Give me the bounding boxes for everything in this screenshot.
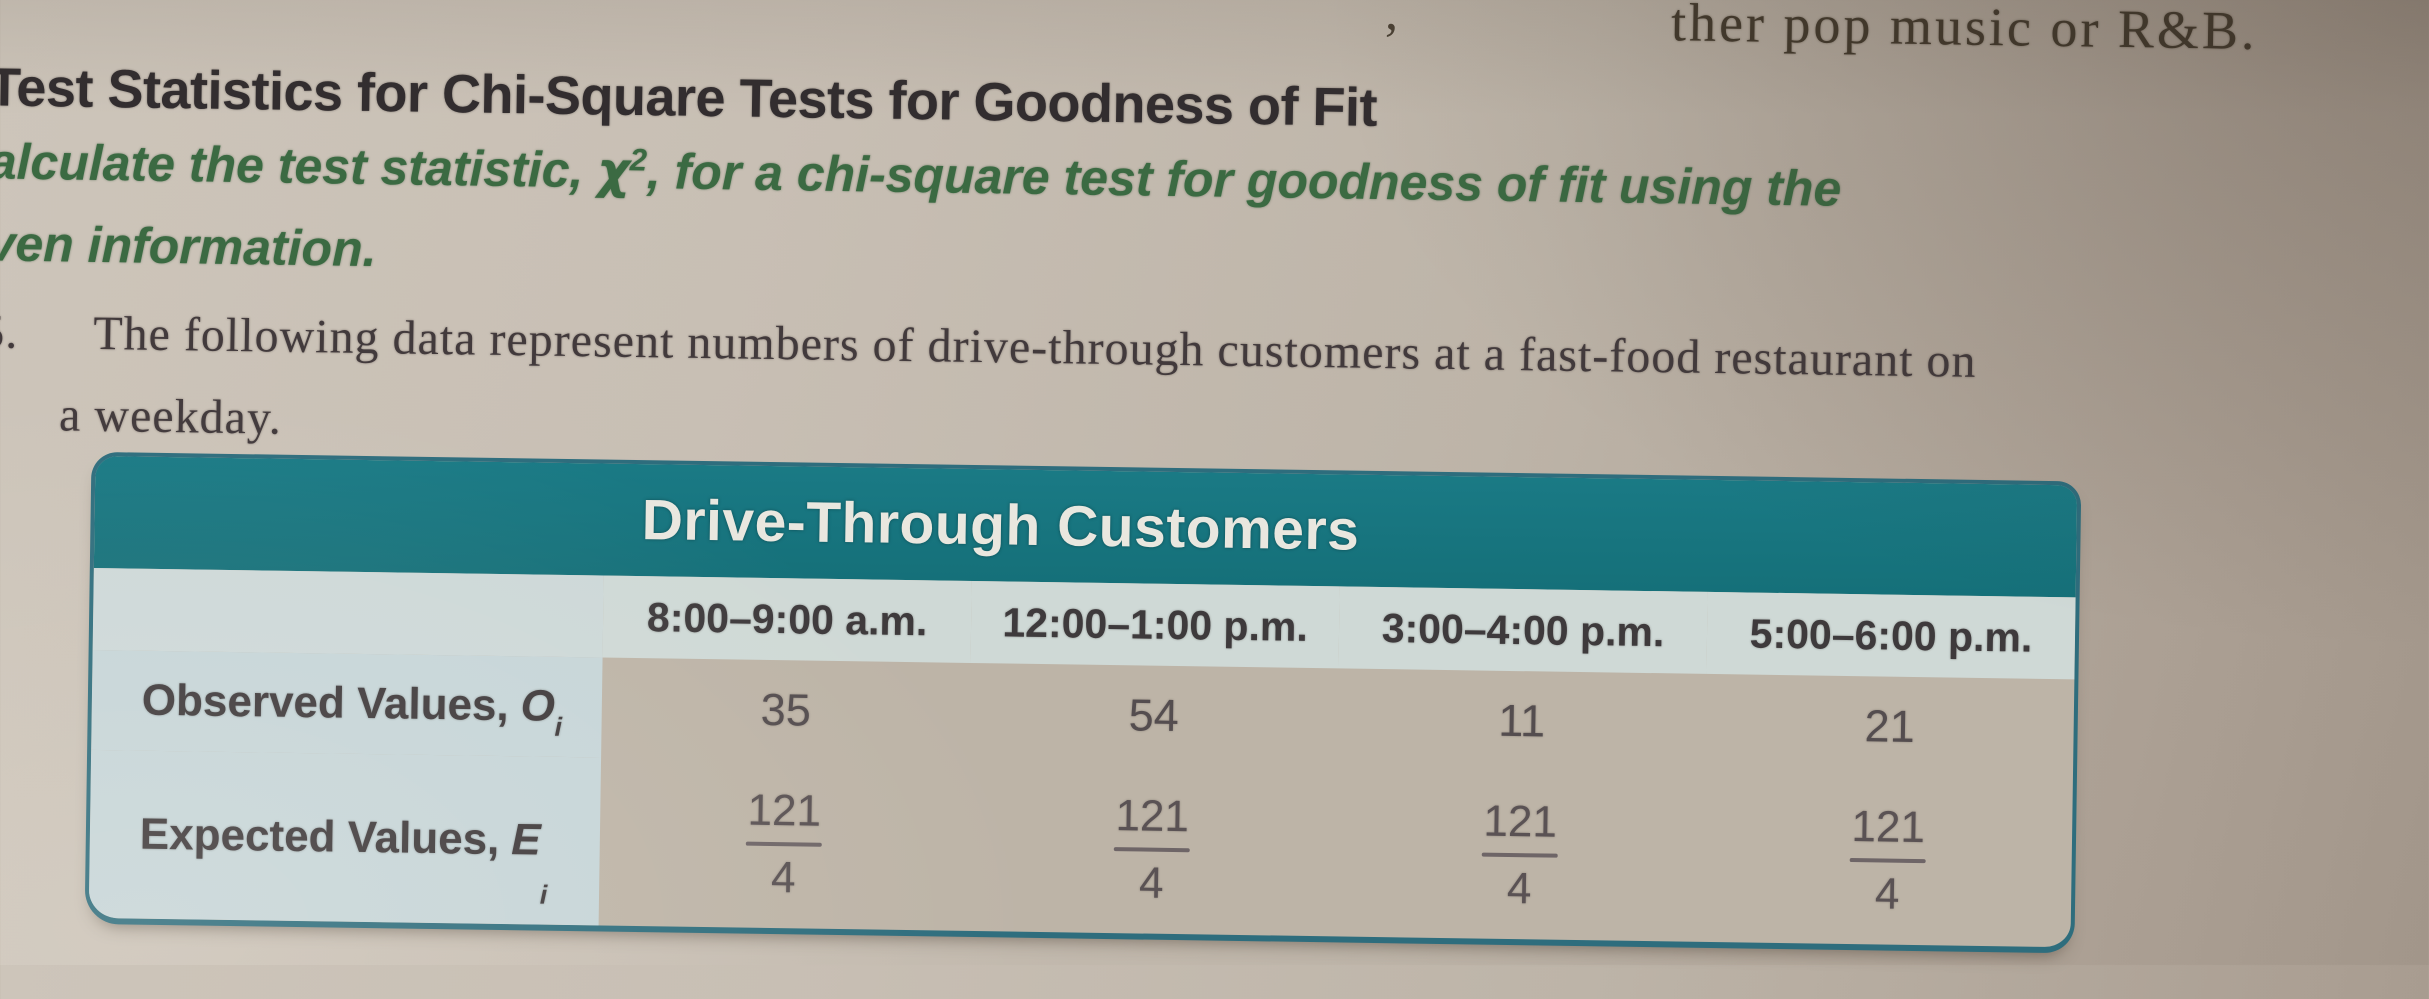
observed-value-3: 11 <box>1337 668 1706 773</box>
column-header-1: 8:00–9:00 a.m. <box>603 576 972 663</box>
fraction: 121 4 <box>1481 799 1559 911</box>
fraction-numerator: 121 <box>1483 799 1557 853</box>
expected-variable: E <box>511 815 541 865</box>
instruction-post: , for a chi-square test for goodness of … <box>646 143 1841 217</box>
problem-statement-line-1: 5. The following data represent numbers … <box>0 305 1977 389</box>
page-title: Test Statistics for Chi-Square Tests for… <box>0 56 1377 139</box>
fraction: 121 4 <box>745 788 823 900</box>
problem-text: The following data represent numbers of … <box>93 306 1977 389</box>
fraction: 121 4 <box>1113 794 1191 906</box>
observed-value-1: 35 <box>601 658 970 763</box>
clipped-top-text: ther pop music or R&B. <box>1671 0 2258 62</box>
fraction-denominator: 4 <box>1875 862 1900 916</box>
fraction-denominator: 4 <box>771 846 796 900</box>
instruction-line-1: alculate the test statistic, χ2, for a c… <box>0 132 1842 217</box>
fraction-numerator: 121 <box>1115 794 1189 848</box>
observed-label-text: Observed Values, <box>142 676 510 731</box>
observed-value-2: 54 <box>969 663 1338 768</box>
instruction-line-2: ven information. <box>0 214 377 278</box>
observed-value-4: 21 <box>1705 674 2074 779</box>
chi-exponent: 2 <box>630 142 648 177</box>
observed-variable: O <box>520 681 555 732</box>
instruction-pre: alculate the test statistic, <box>0 133 598 198</box>
column-header-4: 5:00–6:00 p.m. <box>1706 592 2075 679</box>
column-header-2: 12:00–1:00 p.m. <box>971 581 1340 668</box>
expected-value-2: 121 4 <box>967 763 1337 936</box>
expected-value-1: 121 4 <box>599 757 969 930</box>
data-table: Drive-Through Customers 8:00–9:00 a.m. 1… <box>85 452 2082 953</box>
expected-value-4: 121 4 <box>1702 774 2072 947</box>
fraction-denominator: 4 <box>1139 851 1164 905</box>
fraction-numerator: 121 <box>747 788 821 842</box>
expected-value-3: 121 4 <box>1335 768 1705 941</box>
expected-subscript: i <box>540 880 548 911</box>
table-corner-cell <box>93 568 604 658</box>
fraction-numerator: 121 <box>1851 805 1925 859</box>
fraction: 121 4 <box>1849 805 1927 917</box>
clipped-top-text-fragment: , <box>1385 0 1399 42</box>
problem-number: 5. <box>0 304 19 360</box>
column-header-3: 3:00–4:00 p.m. <box>1338 586 1707 673</box>
fraction-denominator: 4 <box>1507 856 1532 910</box>
observed-subscript: i <box>554 712 562 743</box>
expected-label-text: Expected Values, <box>140 810 500 865</box>
chi-symbol: χ <box>597 141 630 199</box>
problem-statement-line-2: a weekday. <box>59 387 283 445</box>
